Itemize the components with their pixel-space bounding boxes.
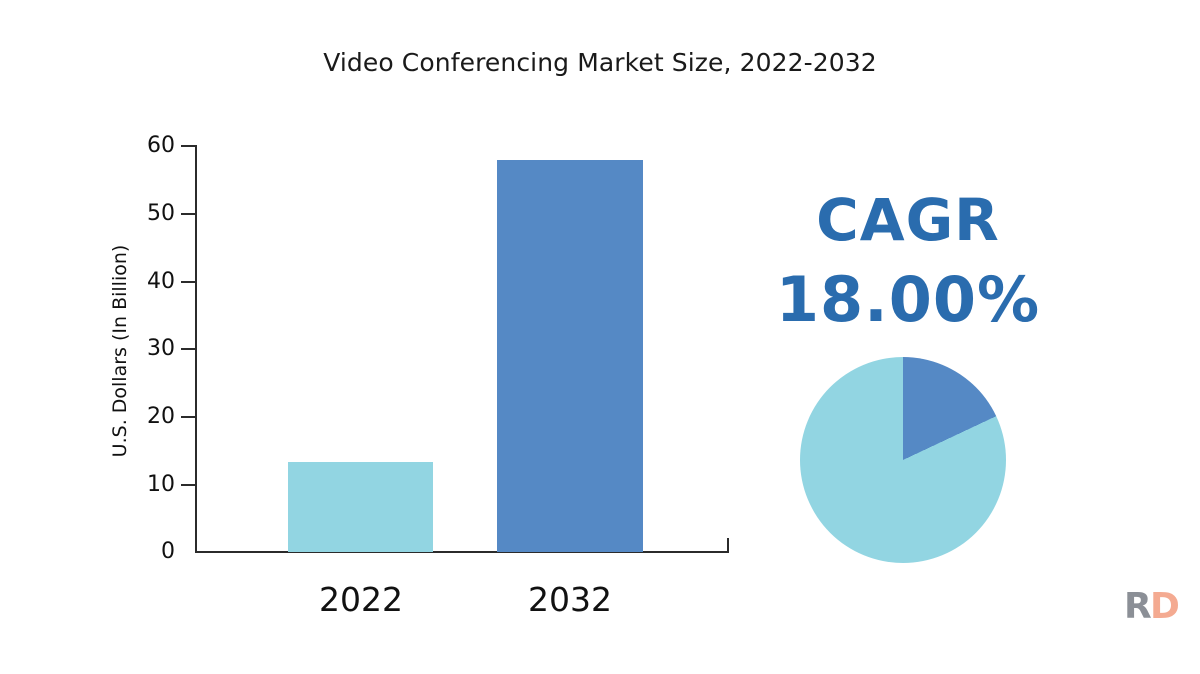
cagr-label: CAGR	[816, 186, 1000, 254]
logo-letter-r: R	[1124, 586, 1152, 627]
x-axis-end-tick	[727, 538, 729, 552]
chart-title: Video Conferencing Market Size, 2022-203…	[323, 48, 877, 77]
y-tick-label-40: 40	[147, 269, 175, 294]
x-tick-label-2032: 2032	[528, 580, 612, 619]
bar-2032	[497, 160, 643, 552]
cagr-value: 18.00%	[775, 263, 1041, 336]
y-tick-mark-50	[181, 213, 195, 215]
y-tick-mark-30	[181, 348, 195, 350]
y-tick-label-0: 0	[161, 539, 175, 564]
y-tick-label-20: 20	[147, 404, 175, 429]
x-axis-line	[195, 551, 729, 553]
x-tick-label-2022: 2022	[319, 580, 403, 619]
cagr-pie-chart	[800, 357, 1006, 563]
y-tick-label-30: 30	[147, 336, 175, 361]
y-axis-line	[195, 145, 197, 553]
plot-area	[195, 145, 728, 552]
y-tick-label-10: 10	[147, 472, 175, 497]
bar-2022	[288, 462, 433, 552]
y-tick-mark-20	[181, 416, 195, 418]
y-tick-mark-40	[181, 281, 195, 283]
y-tick-label-50: 50	[147, 201, 175, 226]
logo-letter-d: D	[1150, 586, 1180, 627]
y-tick-label-60: 60	[147, 133, 175, 158]
reports-and-data-logo: R D	[1124, 586, 1186, 627]
y-tick-mark-60	[181, 145, 195, 147]
y-tick-mark-10	[181, 484, 195, 486]
